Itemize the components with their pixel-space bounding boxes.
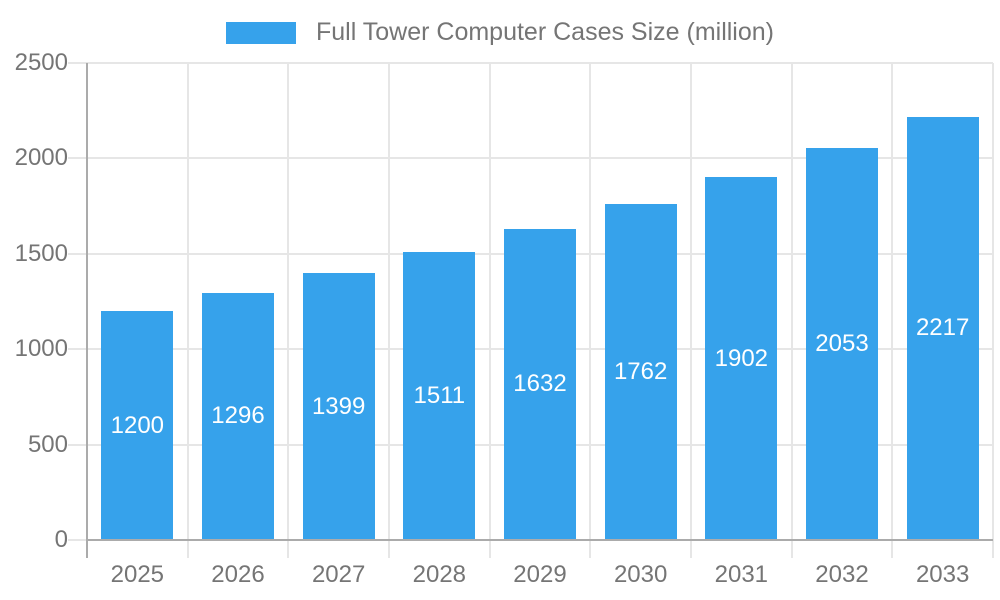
y-axis-tick	[68, 539, 87, 541]
y-axis-tick	[68, 443, 87, 446]
x-axis-category-label: 2026	[211, 561, 265, 588]
v-gridline	[287, 63, 290, 558]
bar-value-label: 1296	[211, 402, 265, 430]
x-axis-category-label: 2029	[513, 561, 567, 588]
bar[interactable]: 1296	[202, 292, 274, 540]
x-axis-category-label: 2031	[714, 561, 769, 588]
bar[interactable]: 1399	[302, 273, 375, 540]
y-axis-tick	[68, 157, 87, 160]
y-axis-tick-label: 1500	[14, 239, 68, 267]
chart-legend: Full Tower Computer Cases Size (million)	[0, 18, 1000, 47]
x-axis-category-label: 2028	[412, 561, 467, 588]
bar-value-label: 1511	[413, 381, 466, 409]
y-axis-tick-label: 2000	[14, 144, 68, 172]
x-axis-line	[87, 539, 993, 541]
y-axis-tick-label: 0	[54, 526, 68, 553]
bar-value-label: 2053	[815, 330, 869, 358]
v-gridline	[488, 63, 491, 558]
bar[interactable]: 2217	[906, 116, 979, 540]
bar-value-label: 1399	[311, 392, 366, 420]
v-gridline	[790, 63, 793, 558]
bar[interactable]: 1511	[403, 251, 476, 540]
y-axis-tick-label: 1000	[14, 335, 68, 363]
y-axis-tick	[68, 348, 87, 351]
bar-value-label: 1902	[714, 344, 769, 372]
bar-value-label: 1762	[613, 357, 668, 385]
bar-value-label: 1200	[110, 411, 165, 439]
v-gridline	[388, 63, 390, 558]
bar-value-label: 2217	[915, 314, 970, 342]
v-gridline	[992, 63, 994, 558]
x-axis-category-label: 2027	[311, 561, 366, 588]
v-gridline	[690, 63, 692, 558]
bar[interactable]: 1200	[101, 311, 174, 540]
y-axis-line	[86, 63, 88, 558]
v-gridline	[186, 63, 189, 558]
h-gridline	[87, 157, 993, 160]
v-gridline	[891, 63, 894, 558]
x-axis-category-label: 2030	[613, 561, 668, 588]
legend-color-swatch-icon	[225, 21, 296, 44]
h-gridline	[87, 62, 993, 64]
bar[interactable]: 1762	[604, 203, 677, 540]
y-axis-tick	[68, 252, 87, 255]
y-axis-tick-label: 500	[27, 430, 68, 458]
x-axis-category-label: 2032	[815, 561, 869, 588]
x-axis-category-label: 2025	[110, 561, 165, 588]
v-gridline	[589, 63, 592, 558]
legend-label: Full Tower Computer Cases Size (million)	[315, 18, 774, 46]
bar-value-label: 1632	[513, 370, 567, 398]
y-axis-tick-label: 2500	[14, 49, 68, 76]
bar[interactable]: 1632	[504, 228, 576, 540]
bar[interactable]: 1902	[705, 177, 778, 540]
x-axis-category-label: 2033	[915, 561, 970, 588]
y-axis-tick	[68, 62, 87, 64]
bar[interactable]: 2053	[806, 148, 878, 540]
